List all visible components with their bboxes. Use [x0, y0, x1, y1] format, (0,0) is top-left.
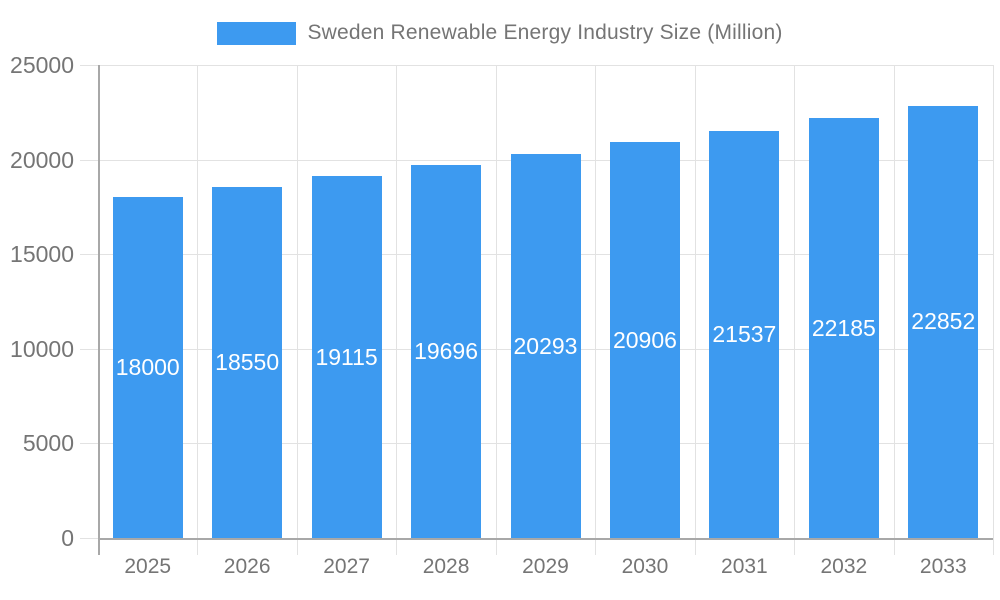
bar[interactable]	[112, 197, 183, 538]
x-gridline	[893, 65, 895, 555]
legend-swatch[interactable]	[217, 21, 297, 45]
bar-value-label: 21537	[712, 320, 777, 347]
x-gridline	[495, 65, 497, 555]
y-tick-label: 15000	[10, 241, 74, 268]
x-gridline	[296, 65, 298, 555]
y-tick	[80, 538, 98, 539]
bar-value-label: 19115	[315, 343, 378, 370]
x-tick-label: 2025	[124, 555, 172, 578]
bar[interactable]	[411, 165, 482, 538]
x-tick-label: 2028	[422, 555, 470, 578]
bar[interactable]	[808, 118, 879, 538]
y-tick-label: 5000	[22, 430, 74, 457]
x-tick-label: 2027	[323, 555, 370, 578]
y-axis-line	[98, 65, 100, 555]
bar-value-label: 22852	[911, 308, 976, 335]
bar-value-label: 22185	[811, 314, 876, 341]
bar-value-label: 18000	[115, 354, 180, 381]
bar[interactable]	[212, 187, 283, 538]
bar[interactable]	[908, 105, 979, 538]
y-tick-label: 10000	[10, 335, 74, 362]
x-gridline	[694, 65, 696, 555]
bar-value-label: 18550	[215, 349, 280, 376]
legend-label: Sweden Renewable Energy Industry Size (M…	[307, 21, 783, 44]
y-gridline	[80, 65, 993, 66]
x-gridline	[396, 65, 398, 555]
x-tick-label: 2029	[522, 555, 569, 578]
x-axis-line	[98, 538, 993, 540]
x-tick-label: 2030	[621, 555, 669, 578]
x-tick-label: 2033	[919, 555, 967, 578]
y-tick-label: 0	[61, 525, 74, 551]
x-tick-label: 2031	[721, 555, 768, 578]
bar[interactable]	[510, 154, 581, 538]
legend: Sweden Renewable Energy Industry Size (M…	[0, 14, 1000, 52]
x-gridline	[197, 65, 199, 555]
bar-value-label: 20906	[612, 326, 677, 353]
bar-value-label: 19696	[414, 338, 479, 365]
x-gridline	[794, 65, 796, 555]
x-tick-label: 2032	[820, 555, 868, 578]
bar[interactable]	[609, 142, 680, 538]
bar[interactable]	[311, 176, 382, 538]
y-tick-label: 25000	[10, 52, 74, 78]
x-tick-label: 2026	[223, 555, 271, 578]
bar-value-label: 20293	[513, 332, 578, 359]
x-gridline	[993, 65, 994, 555]
x-gridline	[595, 65, 597, 555]
bar[interactable]	[709, 130, 780, 538]
y-tick-label: 20000	[10, 146, 74, 173]
